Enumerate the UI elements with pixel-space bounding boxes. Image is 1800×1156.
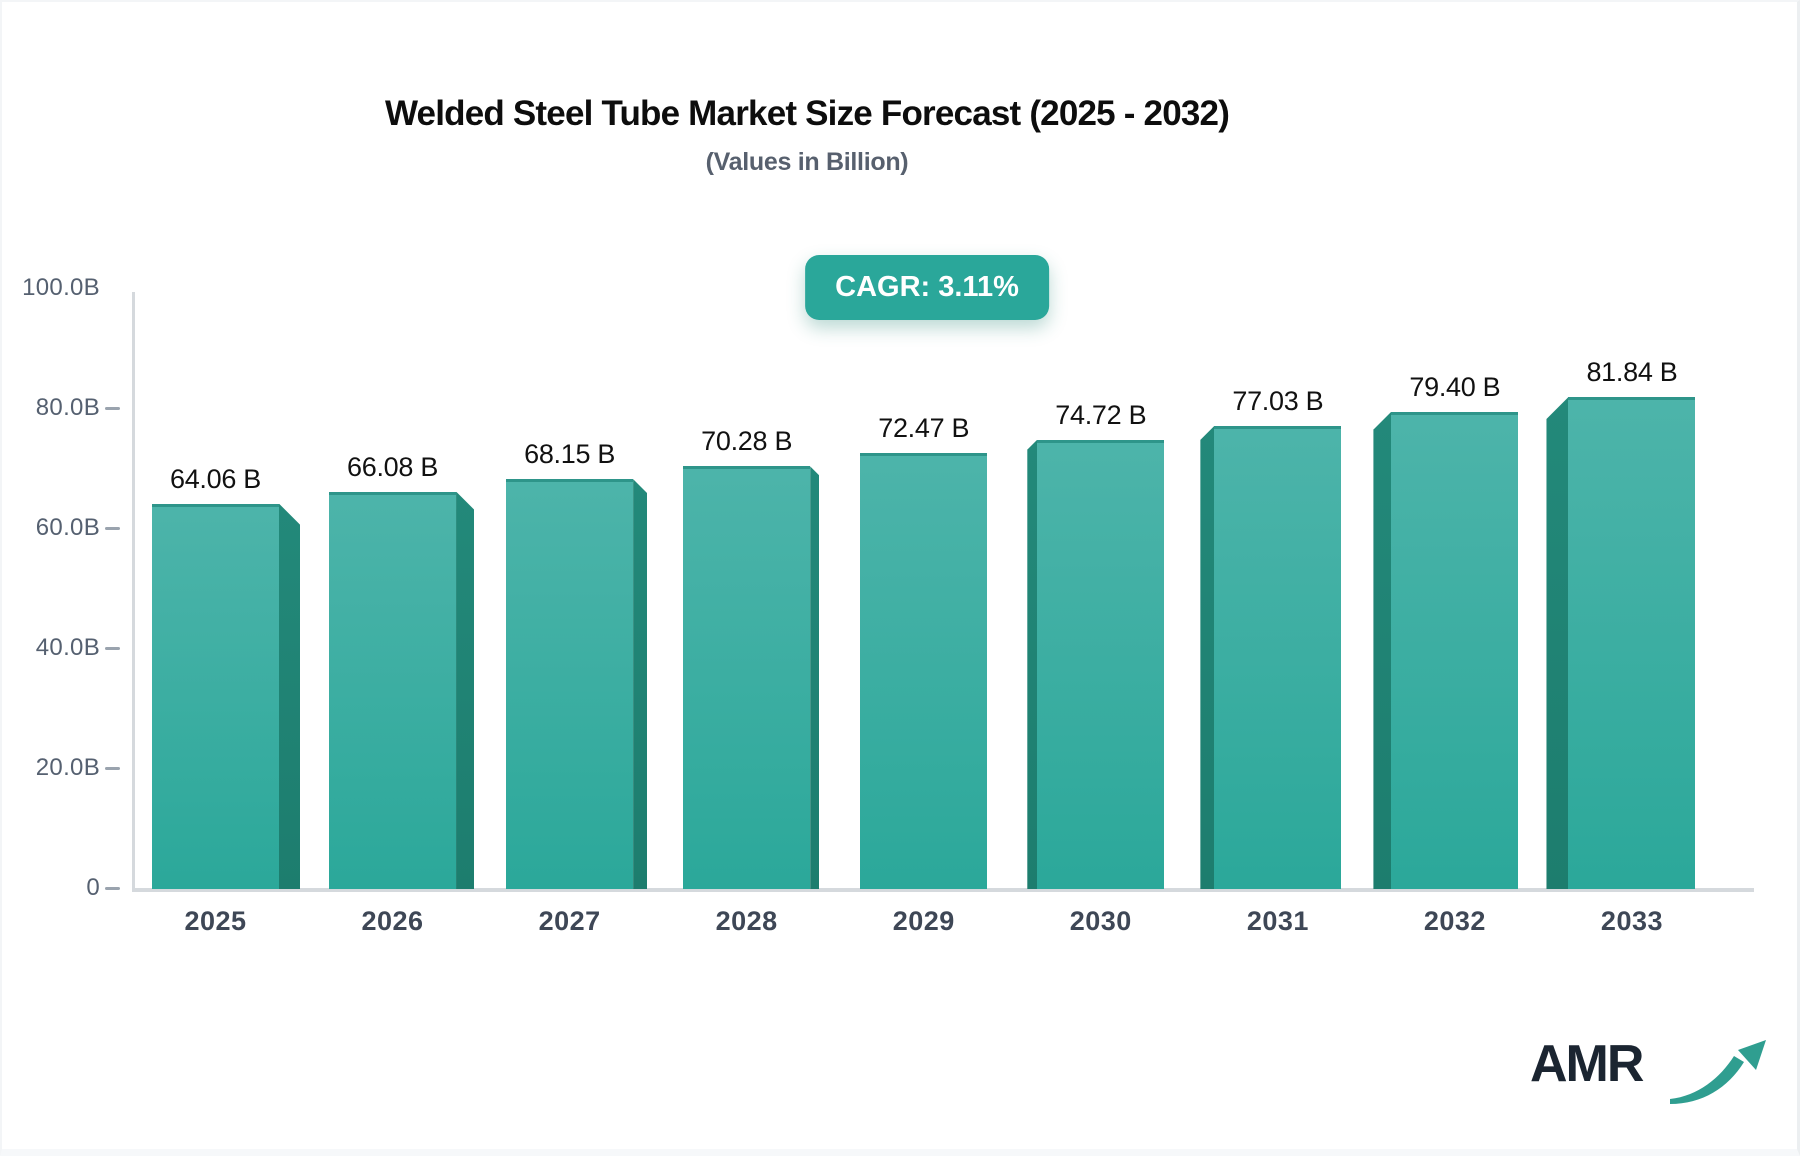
bar-side-face	[633, 479, 648, 889]
bar	[152, 503, 279, 889]
bar	[860, 453, 988, 889]
y-axis-tick-mark	[105, 647, 120, 650]
bar-value-label: 66.08 B	[347, 451, 439, 482]
x-axis-label: 2025	[184, 906, 247, 936]
y-axis-line	[132, 292, 135, 891]
bar-value-label: 77.03 B	[1232, 385, 1324, 416]
bar	[1391, 411, 1519, 889]
bar	[1568, 396, 1696, 889]
bar-side-face	[456, 491, 475, 889]
y-axis-tick-label: 20.0B	[35, 754, 100, 781]
bar	[506, 479, 634, 889]
y-axis-tick-label: 100.0B	[22, 274, 100, 301]
x-axis-label: 2032	[1423, 906, 1486, 936]
y-axis-tick-label: 0	[86, 874, 100, 901]
bar-side-face	[1373, 411, 1392, 889]
y-axis-tick-label: 40.0B	[35, 634, 100, 661]
bar-value-label: 81.84 B	[1586, 356, 1678, 387]
bar	[683, 466, 811, 889]
bar-value-label: 68.15 B	[524, 439, 616, 470]
y-axis-tick-mark	[105, 527, 120, 530]
x-axis-label: 2026	[361, 906, 424, 936]
x-axis-label: 2033	[1600, 906, 1663, 936]
bar-side-face	[1027, 439, 1038, 889]
brand-logo: AMR	[1530, 1034, 1766, 1114]
y-axis-tick-label: 60.0B	[35, 514, 100, 541]
bar-side-face	[1546, 396, 1569, 889]
bar-side-face	[279, 503, 300, 889]
bar-value-label: 72.47 B	[878, 413, 970, 444]
bar-value-label: 70.28 B	[701, 426, 793, 457]
chart-title: Welded Steel Tube Market Size Forecast (…	[384, 94, 1230, 133]
bar-value-label: 79.40 B	[1409, 371, 1501, 402]
bar-side-face	[810, 466, 820, 889]
x-axis-label: 2029	[892, 906, 955, 936]
bar	[1214, 425, 1342, 889]
y-axis-tick-mark	[105, 407, 120, 410]
x-axis-baseline	[132, 888, 1754, 892]
x-axis-label: 2030	[1069, 906, 1132, 936]
y-axis-tick-mark	[105, 887, 120, 890]
x-axis-label: 2028	[715, 906, 778, 936]
chart-subtitle: (Values in Billion)	[705, 148, 909, 176]
y-axis-tick-label: 80.0B	[35, 394, 100, 421]
bar-value-label: 64.06 B	[170, 463, 261, 494]
growth-arrow-icon	[1670, 1040, 1766, 1104]
chart-header: Welded Steel Tube Market Size Forecast (…	[2, 94, 1612, 177]
bar	[1037, 439, 1165, 889]
bar-value-label: 74.72 B	[1055, 399, 1147, 430]
cagr-badge: CAGR: 3.11%	[805, 255, 1049, 320]
x-axis-label: 2031	[1246, 906, 1309, 936]
y-axis-tick-mark	[105, 767, 120, 770]
brand-logo-text: AMR	[1530, 1035, 1644, 1093]
bar	[329, 491, 457, 889]
x-axis-label: 2027	[538, 906, 601, 936]
bar-side-face	[1200, 425, 1215, 889]
